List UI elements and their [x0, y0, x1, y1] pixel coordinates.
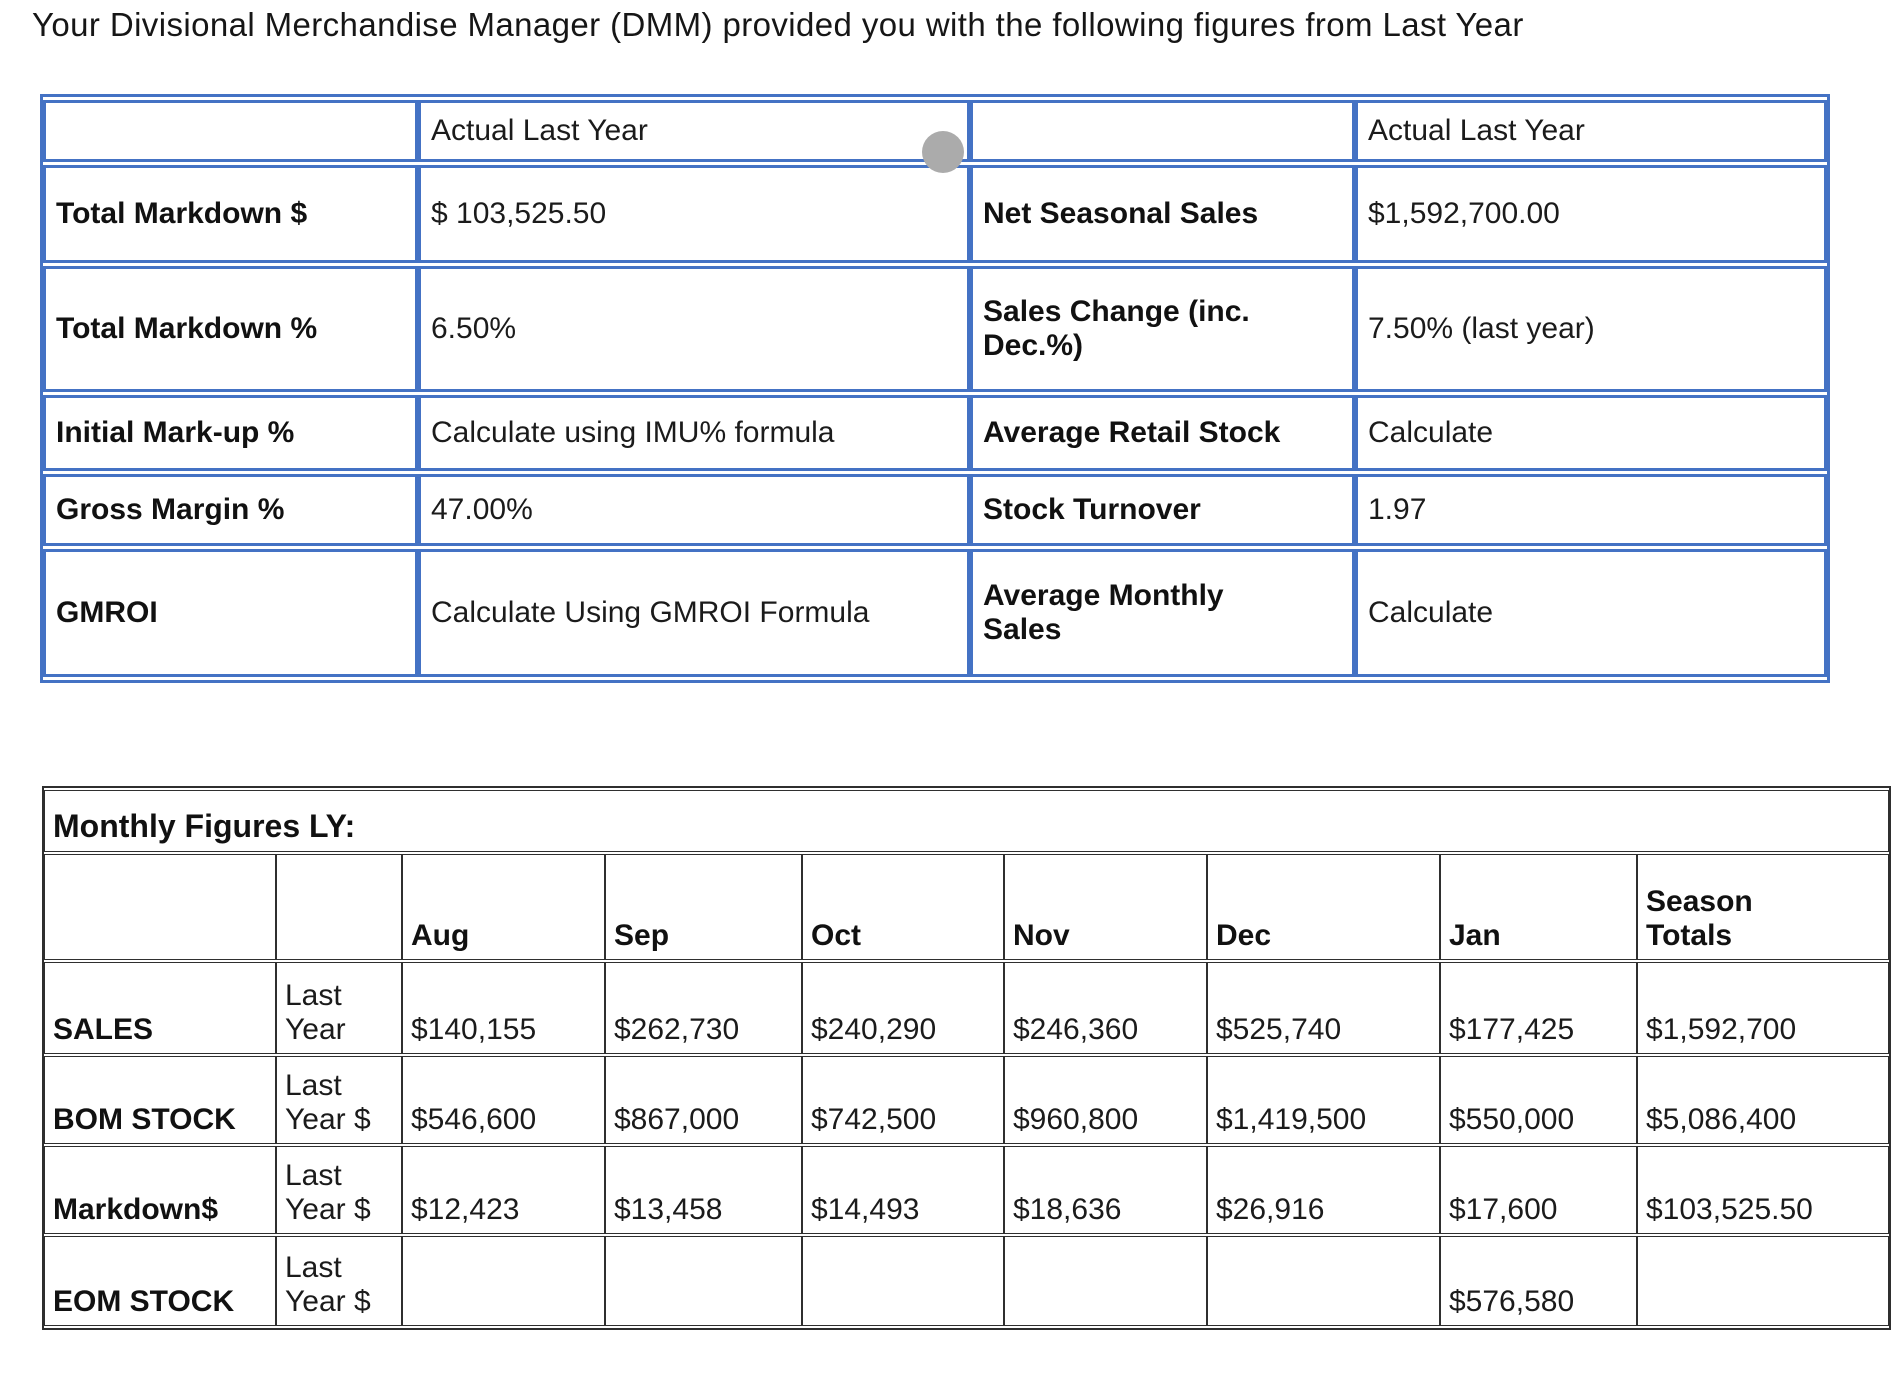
monthly-cell: $26,916 [1207, 1146, 1440, 1234]
monthly-cell: $550,000 [1440, 1056, 1637, 1144]
monthly-table-title: Monthly Figures LY: [44, 790, 1890, 852]
monthly-cell: $867,000 [605, 1056, 802, 1144]
monthly-cell: $240,290 [802, 962, 1004, 1054]
monthly-cell: $5,086,400 [1637, 1056, 1890, 1144]
monthly-cell: $262,730 [605, 962, 802, 1054]
monthly-cell: $18,636 [1004, 1146, 1207, 1234]
monthly-cell: $742,500 [802, 1056, 1004, 1144]
summary-header-actual-ly-left: Actual Last Year [418, 100, 970, 162]
monthly-cell: $12,423 [402, 1146, 605, 1234]
summary-value: Calculate [1355, 549, 1827, 677]
monthly-cell [605, 1236, 802, 1326]
summary-value: Calculate Using GMROI Formula [418, 549, 970, 677]
monthly-cell [1004, 1236, 1207, 1326]
summary-row-gross-margin: Gross Margin % 47.00% Stock Turnover 1.9… [43, 474, 1827, 546]
month-header-nov: Nov [1004, 854, 1207, 960]
monthly-cell: $960,800 [1004, 1056, 1207, 1144]
summary-header-row: Actual Last Year Actual Last Year [43, 100, 1827, 162]
summary-label: Total Markdown % [43, 266, 418, 392]
summary-row-markdown-percent: Total Markdown % 6.50% Sales Change (inc… [43, 266, 1827, 392]
month-header-sep: Sep [605, 854, 802, 960]
monthly-header-empty-cell [44, 854, 276, 960]
summary-label: Sales Change (inc. Dec.%) [970, 266, 1355, 392]
monthly-cell: $525,740 [1207, 962, 1440, 1054]
monthly-cell: $103,525.50 [1637, 1146, 1890, 1234]
document-title: Your Divisional Merchandise Manager (DMM… [32, 6, 1524, 43]
monthly-row-bom-stock: BOM STOCK Last Year $ $546,600 $867,000 … [44, 1056, 1890, 1144]
summary-label: GMROI [43, 549, 418, 677]
summary-value: Calculate using IMU% formula [418, 395, 970, 471]
monthly-row-sublabel: Last Year $ [276, 1236, 402, 1326]
monthly-row-sublabel: Last Year [276, 962, 402, 1054]
summary-row-markdown-dollars: Total Markdown $ $ 103,525.50 Net Season… [43, 165, 1827, 263]
monthly-header-empty-cell [276, 854, 402, 960]
monthly-cell: $246,360 [1004, 962, 1207, 1054]
monthly-row-label: EOM STOCK [44, 1236, 276, 1326]
month-header-oct: Oct [802, 854, 1004, 960]
monthly-cell [1207, 1236, 1440, 1326]
summary-value: $1,592,700.00 [1355, 165, 1827, 263]
summary-label: Initial Mark-up % [43, 395, 418, 471]
month-header-aug: Aug [402, 854, 605, 960]
monthly-row-eom-stock: EOM STOCK Last Year $ $576,580 [44, 1236, 1890, 1326]
summary-label: Stock Turnover [970, 474, 1355, 546]
summary-value: 47.00% [418, 474, 970, 546]
month-header-dec: Dec [1207, 854, 1440, 960]
summary-value: 7.50% (last year) [1355, 266, 1827, 392]
gray-annotation-dot [922, 131, 964, 173]
monthly-cell [402, 1236, 605, 1326]
monthly-cell: $1,419,500 [1207, 1056, 1440, 1144]
summary-row-gmroi: GMROI Calculate Using GMROI Formula Aver… [43, 549, 1827, 677]
summary-figures-table: Actual Last Year Actual Last Year Total … [40, 94, 1830, 683]
month-header-season-totals: Season Totals [1637, 854, 1890, 960]
summary-row-imu: Initial Mark-up % Calculate using IMU% f… [43, 395, 1827, 471]
monthly-row-sublabel: Last Year $ [276, 1056, 402, 1144]
monthly-cell: $14,493 [802, 1146, 1004, 1234]
monthly-row-label: BOM STOCK [44, 1056, 276, 1144]
monthly-cell: $546,600 [402, 1056, 605, 1144]
monthly-header-row: Aug Sep Oct Nov Dec Jan Season Totals [44, 854, 1890, 960]
monthly-row-label: Markdown$ [44, 1146, 276, 1234]
summary-label: Average Retail Stock [970, 395, 1355, 471]
summary-header-empty-cell [43, 100, 418, 162]
monthly-row-markdown: Markdown$ Last Year $ $12,423 $13,458 $1… [44, 1146, 1890, 1234]
monthly-row-sales: SALES Last Year $140,155 $262,730 $240,2… [44, 962, 1890, 1054]
monthly-row-sublabel: Last Year $ [276, 1146, 402, 1234]
monthly-cell: $17,600 [1440, 1146, 1637, 1234]
monthly-cell: $140,155 [402, 962, 605, 1054]
summary-value: Calculate [1355, 395, 1827, 471]
summary-label: Gross Margin % [43, 474, 418, 546]
summary-label: Average Monthly Sales [970, 549, 1355, 677]
monthly-cell [1637, 1236, 1890, 1326]
monthly-cell: $13,458 [605, 1146, 802, 1234]
monthly-cell: $576,580 [1440, 1236, 1637, 1326]
monthly-cell [802, 1236, 1004, 1326]
month-header-jan: Jan [1440, 854, 1637, 960]
summary-value: 6.50% [418, 266, 970, 392]
monthly-row-label: SALES [44, 962, 276, 1054]
summary-header-actual-ly-right: Actual Last Year [1355, 100, 1827, 162]
summary-label: Total Markdown $ [43, 165, 418, 263]
monthly-title-row: Monthly Figures LY: [44, 790, 1890, 852]
monthly-cell: $177,425 [1440, 962, 1637, 1054]
summary-label: Net Seasonal Sales [970, 165, 1355, 263]
monthly-cell: $1,592,700 [1637, 962, 1890, 1054]
summary-value: $ 103,525.50 [418, 165, 970, 263]
monthly-figures-table: Monthly Figures LY: Aug Sep Oct Nov Dec … [42, 786, 1892, 1330]
summary-header-empty-cell [970, 100, 1355, 162]
summary-value: 1.97 [1355, 474, 1827, 546]
